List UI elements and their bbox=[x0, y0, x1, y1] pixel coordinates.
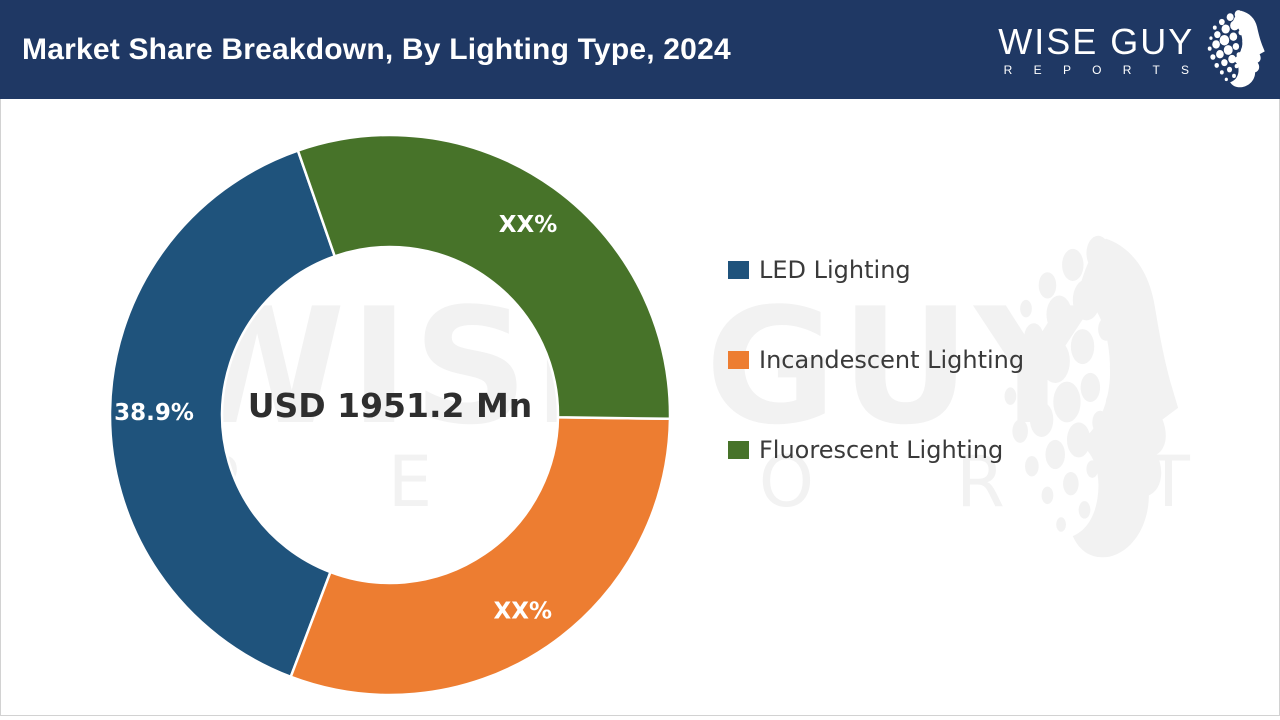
legend-item-fluorescent-lighting[interactable]: Fluorescent Lighting bbox=[728, 432, 1024, 468]
donut-slice-fluorescent-lighting[interactable] bbox=[296, 133, 672, 421]
page-title: Market Share Breakdown, By Lighting Type… bbox=[22, 33, 731, 66]
brand-subtitle: R E P O R T S bbox=[1003, 62, 1198, 77]
legend-swatch bbox=[728, 351, 749, 369]
legend-label: Fluorescent Lighting bbox=[759, 436, 1004, 464]
legend-label: LED Lighting bbox=[759, 256, 911, 284]
brand-logo: WISE GUY R E P O R T S bbox=[995, 0, 1266, 99]
legend-label: Incandescent Lighting bbox=[759, 346, 1025, 374]
legend-item-incandescent-lighting[interactable]: Incandescent Lighting bbox=[728, 342, 1024, 378]
slice-percent-label: XX% bbox=[499, 212, 558, 238]
brand-face-icon bbox=[1202, 8, 1266, 92]
donut-slice-incandescent-lighting[interactable] bbox=[289, 416, 672, 697]
legend-item-led-lighting[interactable]: LED Lighting bbox=[728, 252, 1024, 288]
slice-percent-label: 38.9% bbox=[114, 400, 194, 426]
header: Market Share Breakdown, By Lighting Type… bbox=[0, 0, 1280, 99]
legend-swatch bbox=[728, 261, 749, 279]
brand-logo-text: WISE GUY R E P O R T S bbox=[995, 20, 1198, 77]
watermark-face-icon bbox=[987, 227, 1182, 577]
donut-slice-led-lighting[interactable] bbox=[108, 149, 336, 679]
slice-percent-label: XX% bbox=[494, 598, 553, 624]
brand-name: WISE GUY bbox=[998, 20, 1195, 62]
chart-legend: LED Lighting Incandescent Lighting Fluores… bbox=[728, 252, 1024, 522]
chart-center-value: USD 1951.2 Mn bbox=[247, 386, 533, 425]
legend-swatch bbox=[728, 441, 749, 459]
